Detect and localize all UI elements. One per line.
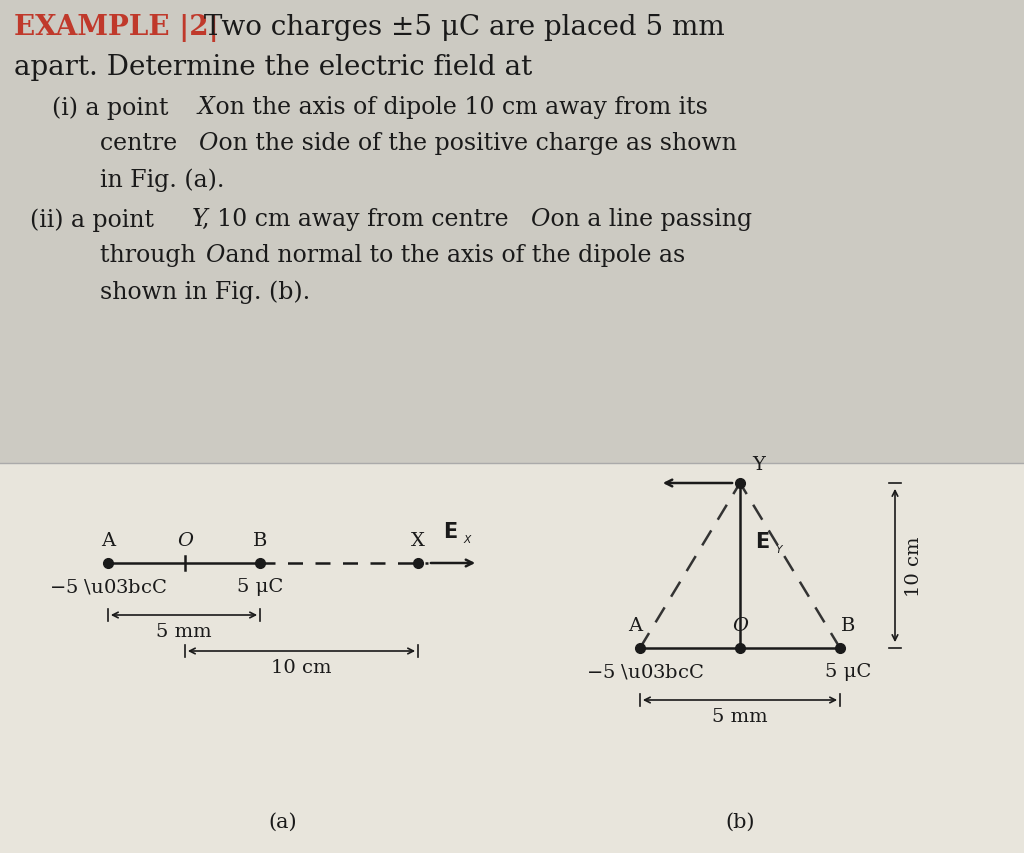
Text: O: O [177,531,193,549]
Text: 5 mm: 5 mm [157,623,212,641]
Text: (a): (a) [268,812,297,831]
Text: $_X$: $_X$ [463,531,473,545]
Text: O: O [732,616,748,635]
Text: O: O [198,132,217,154]
Text: , 10 cm away from centre: , 10 cm away from centre [202,208,516,230]
Text: O: O [205,244,224,267]
Text: Y: Y [193,208,208,230]
Text: centre: centre [100,132,184,154]
Bar [0,0,1024,463]
Text: O: O [530,208,549,230]
Text: A: A [101,531,115,549]
Text: through: through [100,244,203,267]
Text: X: X [198,96,215,119]
Text: $-$5 \u03bcC: $-$5 \u03bcC [586,662,705,682]
Text: on a line passing: on a line passing [543,208,752,230]
Text: and normal to the axis of the dipole as: and normal to the axis of the dipole as [218,244,685,267]
Text: B: B [253,531,267,549]
Text: (i) a point: (i) a point [52,96,176,119]
Text: 5 μC: 5 μC [825,662,871,680]
Text: $\mathbf{E}$: $\mathbf{E}$ [755,531,770,551]
Text: B: B [841,616,855,635]
Text: A: A [628,616,642,635]
Text: in Fig. (a).: in Fig. (a). [100,168,224,191]
Text: $\mathbf{E}$: $\mathbf{E}$ [443,521,458,542]
Text: EXAMPLE |2|: EXAMPLE |2| [14,14,219,42]
Text: X: X [411,531,425,549]
Text: Two charges ±5 μC are placed 5 mm: Two charges ±5 μC are placed 5 mm [195,14,725,41]
Text: 10 cm: 10 cm [905,536,923,596]
Text: on the axis of dipole 10 cm away from its: on the axis of dipole 10 cm away from it… [208,96,708,119]
Text: Y: Y [752,456,765,473]
Text: $_Y$: $_Y$ [775,542,784,556]
Text: $-$5 \u03bcC: $-$5 \u03bcC [49,577,167,596]
Text: shown in Fig. (b).: shown in Fig. (b). [100,280,310,303]
Bar [0,463,1024,853]
Text: apart. Determine the electric field at: apart. Determine the electric field at [14,54,532,81]
Text: (ii) a point: (ii) a point [30,208,162,231]
Text: 5 μC: 5 μC [237,577,283,595]
Text: 5 mm: 5 mm [712,707,768,725]
Text: 10 cm: 10 cm [271,659,332,676]
Text: on the side of the positive charge as shown: on the side of the positive charge as sh… [211,132,737,154]
Text: (b): (b) [725,812,755,831]
